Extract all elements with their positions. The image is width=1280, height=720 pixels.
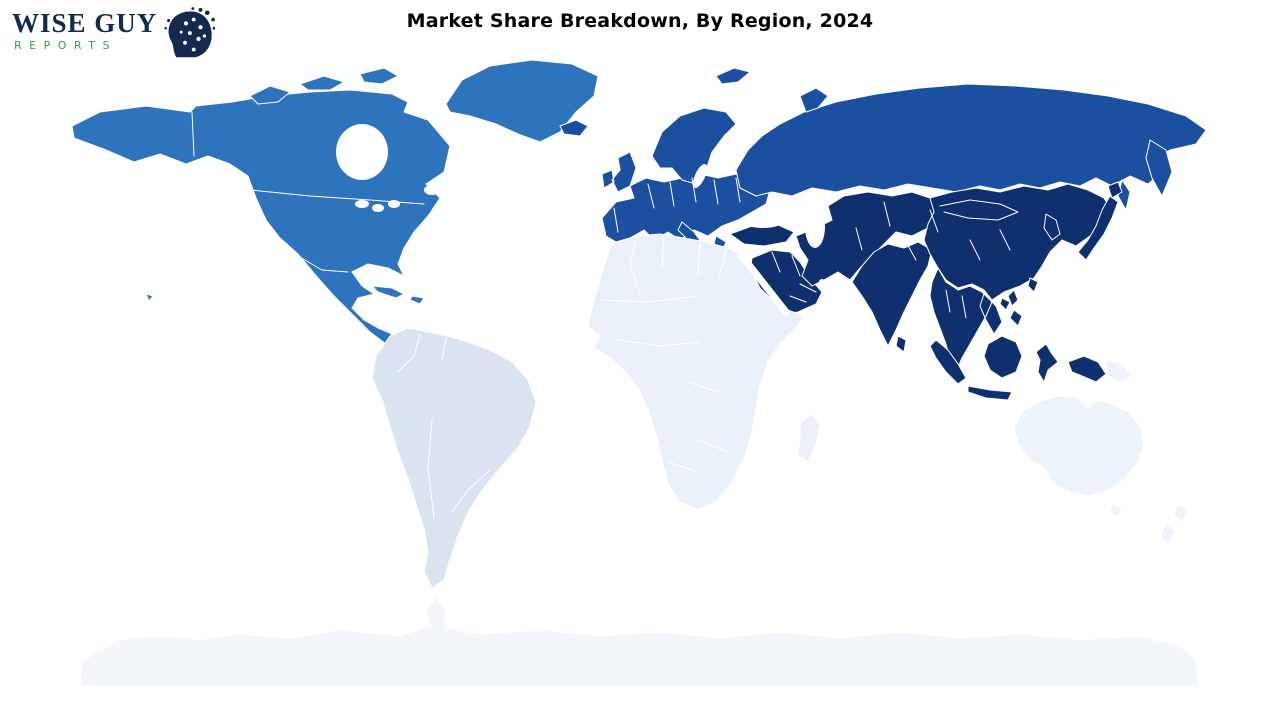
hudson-bay — [336, 124, 388, 180]
wiseguy-head-icon — [164, 7, 216, 58]
great-lakes — [372, 204, 384, 212]
indonesia — [929, 335, 1107, 401]
australia — [1013, 395, 1145, 497]
black-sea — [741, 212, 785, 228]
antarctica — [79, 595, 1199, 687]
greenland — [445, 59, 599, 143]
region-north-america — [71, 59, 599, 345]
wiseguy-logo: WISE GUY REPORTS — [12, 7, 216, 64]
philippines — [1007, 289, 1023, 327]
great-lakes — [355, 200, 369, 208]
south-america-mainland — [371, 327, 537, 589]
logo-subtitle: REPORTS — [14, 39, 117, 52]
logo-text: WISE GUY REPORTS — [12, 8, 157, 52]
iran-central-asia — [795, 191, 937, 287]
novaya-zemlya — [799, 87, 829, 113]
korea — [1043, 213, 1061, 241]
persian-gulf — [819, 279, 849, 299]
red-sea — [738, 252, 790, 316]
tasmania — [1109, 503, 1123, 519]
new-zealand — [1159, 503, 1189, 545]
russia — [735, 83, 1207, 197]
svalbard — [715, 67, 751, 85]
taiwan-hainan — [999, 277, 1039, 311]
japan — [1077, 181, 1123, 261]
region-oceania — [1013, 359, 1189, 545]
gulf-st-lawrence — [424, 185, 440, 195]
british-isles — [601, 151, 637, 193]
baltic-sea — [692, 164, 708, 188]
country-borders — [191, 111, 1019, 519]
iceland — [559, 119, 589, 137]
region-south-america — [371, 327, 537, 589]
region-antarctica — [79, 595, 1199, 687]
papua-new-guinea — [1105, 359, 1133, 383]
region-europe-russia — [459, 67, 1207, 363]
scandinavia — [651, 107, 737, 185]
caspian-sea — [805, 206, 825, 248]
sea-overlays — [336, 124, 849, 316]
caribbean-islands — [145, 285, 425, 305]
china-mongolia — [923, 183, 1113, 301]
southeast-asia — [929, 267, 1003, 373]
region-asia-pacific — [729, 181, 1123, 401]
chart-title: Market Share Breakdown, By Region, 2024 — [406, 10, 874, 32]
sri-lanka — [895, 335, 907, 353]
madagascar — [797, 413, 821, 463]
north-america-mainland — [71, 89, 451, 345]
logo-wordmark: WISE GUY — [12, 8, 158, 38]
india — [851, 241, 933, 347]
arctic-islands — [249, 67, 399, 105]
